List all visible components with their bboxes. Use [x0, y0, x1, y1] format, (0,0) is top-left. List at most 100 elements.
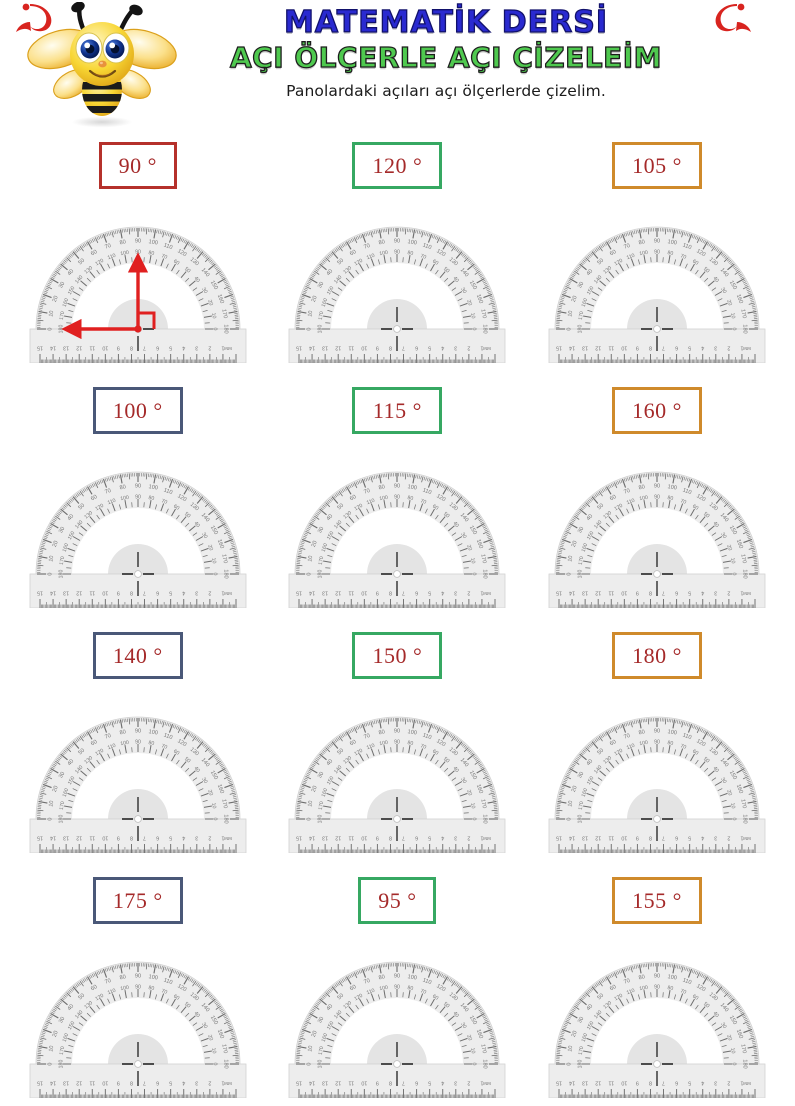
svg-text:12: 12 [76, 590, 82, 596]
protractor-blank[interactable]: 0 10 20 30 40 50 60 70 80 90 100 110 120 130 140 150 160… [537, 701, 777, 853]
svg-text:100: 100 [120, 250, 130, 257]
svg-text:0: 0 [566, 327, 572, 330]
protractor-blank[interactable]: 0 10 20 30 40 50 60 70 80 90 100 110 120 130 140 150 160… [18, 456, 258, 608]
svg-text:9: 9 [636, 590, 639, 596]
svg-text:50: 50 [443, 1001, 451, 1009]
svg-text:4: 4 [701, 590, 704, 596]
svg-text:5: 5 [429, 1080, 432, 1086]
svg-text:110: 110 [366, 988, 376, 997]
protractor-blank[interactable]: 0 10 20 30 40 50 60 70 80 90 100 110 120 130 140 150 160… [18, 946, 258, 1098]
svg-text:3: 3 [714, 835, 717, 841]
svg-text:14: 14 [50, 1080, 56, 1086]
page-title-line1: MATEMATİK DERSİ [283, 5, 609, 40]
svg-text:12: 12 [76, 835, 82, 841]
svg-text:140: 140 [459, 757, 470, 768]
svg-text:60: 60 [432, 994, 440, 1002]
svg-text:70: 70 [104, 488, 112, 496]
svg-text:80: 80 [148, 740, 155, 747]
svg-text:12: 12 [76, 1080, 82, 1086]
protractor-blank[interactable]: 0 10 20 30 40 50 60 70 80 90 100 110 120 130 140 150 160… [277, 456, 517, 608]
svg-text:50: 50 [77, 748, 86, 757]
angle-value-box: 150 ° [352, 632, 443, 679]
protractor-blank[interactable]: 0 10 20 30 40 50 60 70 80 90 100 110 120 130 140 150 160… [277, 701, 517, 853]
svg-text:13: 13 [63, 1080, 69, 1086]
protractor-blank[interactable]: 0 10 20 30 40 50 60 70 80 90 100 110 120 130 140 150 160… [537, 456, 777, 608]
exercise-row: 100 ° 0 10 20 30 40 50 60 70 80 90 100 110 120 130 140 1… [8, 379, 787, 624]
protractor-with-drawn-angle[interactable]: 0 10 20 30 40 50 60 70 80 90 100 110 120 130 140 150 160… [18, 211, 258, 363]
svg-text:30: 30 [58, 281, 66, 289]
svg-text:12: 12 [336, 345, 342, 351]
svg-text:50: 50 [183, 266, 191, 274]
svg-text:2: 2 [727, 345, 730, 351]
svg-text:15: 15 [37, 345, 43, 351]
angle-value-box: 100 ° [92, 387, 183, 434]
svg-text:30: 30 [460, 1022, 468, 1030]
svg-text:120: 120 [695, 738, 706, 748]
protractor-blank[interactable]: 0 10 20 30 40 50 60 70 80 90 100 110 120 130 140 150 160… [18, 701, 258, 853]
svg-text:30: 30 [200, 287, 208, 295]
protractor-blank[interactable]: 0 10 20 30 40 50 60 70 80 90 100 110 120 130 140 150 160… [537, 946, 777, 1098]
protractor-blank[interactable]: 0 10 20 30 40 50 60 70 80 90 100 110 120 130 140 150 160… [537, 211, 777, 363]
svg-text:14: 14 [50, 345, 56, 351]
svg-text:30: 30 [577, 771, 585, 779]
svg-text:80: 80 [638, 484, 645, 491]
svg-text:150: 150 [209, 525, 219, 536]
svg-text:130: 130 [343, 1000, 354, 1010]
svg-text:8: 8 [649, 590, 652, 596]
svg-text:11: 11 [349, 345, 355, 351]
svg-text:70: 70 [364, 243, 372, 251]
svg-text:0: 0 [47, 572, 53, 575]
svg-text:100: 100 [667, 239, 677, 247]
svg-text:MM: MM [743, 836, 751, 841]
svg-text:70: 70 [420, 253, 428, 261]
svg-text:160: 160 [475, 539, 484, 550]
svg-text:10: 10 [48, 1045, 55, 1052]
svg-text:80: 80 [667, 495, 674, 502]
svg-text:40: 40 [452, 766, 460, 774]
svg-text:80: 80 [638, 729, 645, 736]
svg-text:170: 170 [578, 556, 585, 566]
svg-text:MM: MM [483, 836, 491, 841]
svg-text:13: 13 [582, 590, 588, 596]
svg-text:0: 0 [566, 817, 572, 820]
svg-text:3: 3 [455, 835, 458, 841]
svg-text:160: 160 [321, 788, 330, 798]
svg-text:170: 170 [318, 556, 325, 566]
svg-text:4: 4 [442, 345, 445, 351]
svg-text:6: 6 [675, 345, 678, 351]
svg-text:110: 110 [163, 242, 173, 251]
svg-text:70: 70 [623, 733, 631, 741]
svg-text:50: 50 [77, 503, 86, 512]
svg-text:130: 130 [602, 265, 613, 275]
svg-text:80: 80 [148, 495, 155, 502]
svg-text:20: 20 [206, 789, 214, 797]
protractor-blank[interactable]: 0 10 20 30 40 50 60 70 80 90 100 110 120 130 140 150 160… [277, 211, 517, 363]
svg-text:110: 110 [626, 253, 636, 262]
svg-text:70: 70 [104, 243, 112, 251]
svg-text:60: 60 [172, 504, 180, 512]
bee-mascot-icon [27, 2, 177, 128]
svg-text:50: 50 [77, 993, 86, 1002]
svg-text:100: 100 [120, 985, 130, 992]
svg-text:9: 9 [636, 345, 639, 351]
svg-text:120: 120 [176, 738, 187, 748]
protractor-blank[interactable]: 0 10 20 30 40 50 60 70 80 90 100 110 120 130 140 150 160… [277, 946, 517, 1098]
svg-text:5: 5 [169, 590, 172, 596]
svg-text:180: 180 [222, 814, 228, 823]
svg-text:50: 50 [337, 503, 346, 512]
svg-text:120: 120 [354, 748, 365, 758]
svg-text:130: 130 [189, 257, 200, 268]
svg-text:6: 6 [156, 345, 159, 351]
svg-text:150: 150 [67, 285, 77, 296]
svg-text:170: 170 [59, 556, 66, 566]
svg-text:7: 7 [402, 345, 405, 351]
svg-text:110: 110 [107, 253, 117, 262]
svg-text:150: 150 [728, 525, 738, 536]
svg-text:0: 0 [471, 573, 477, 576]
svg-text:150: 150 [586, 530, 596, 541]
svg-text:70: 70 [160, 988, 168, 996]
svg-text:0: 0 [47, 817, 53, 820]
svg-text:14: 14 [309, 835, 315, 841]
svg-text:10: 10 [621, 590, 627, 596]
